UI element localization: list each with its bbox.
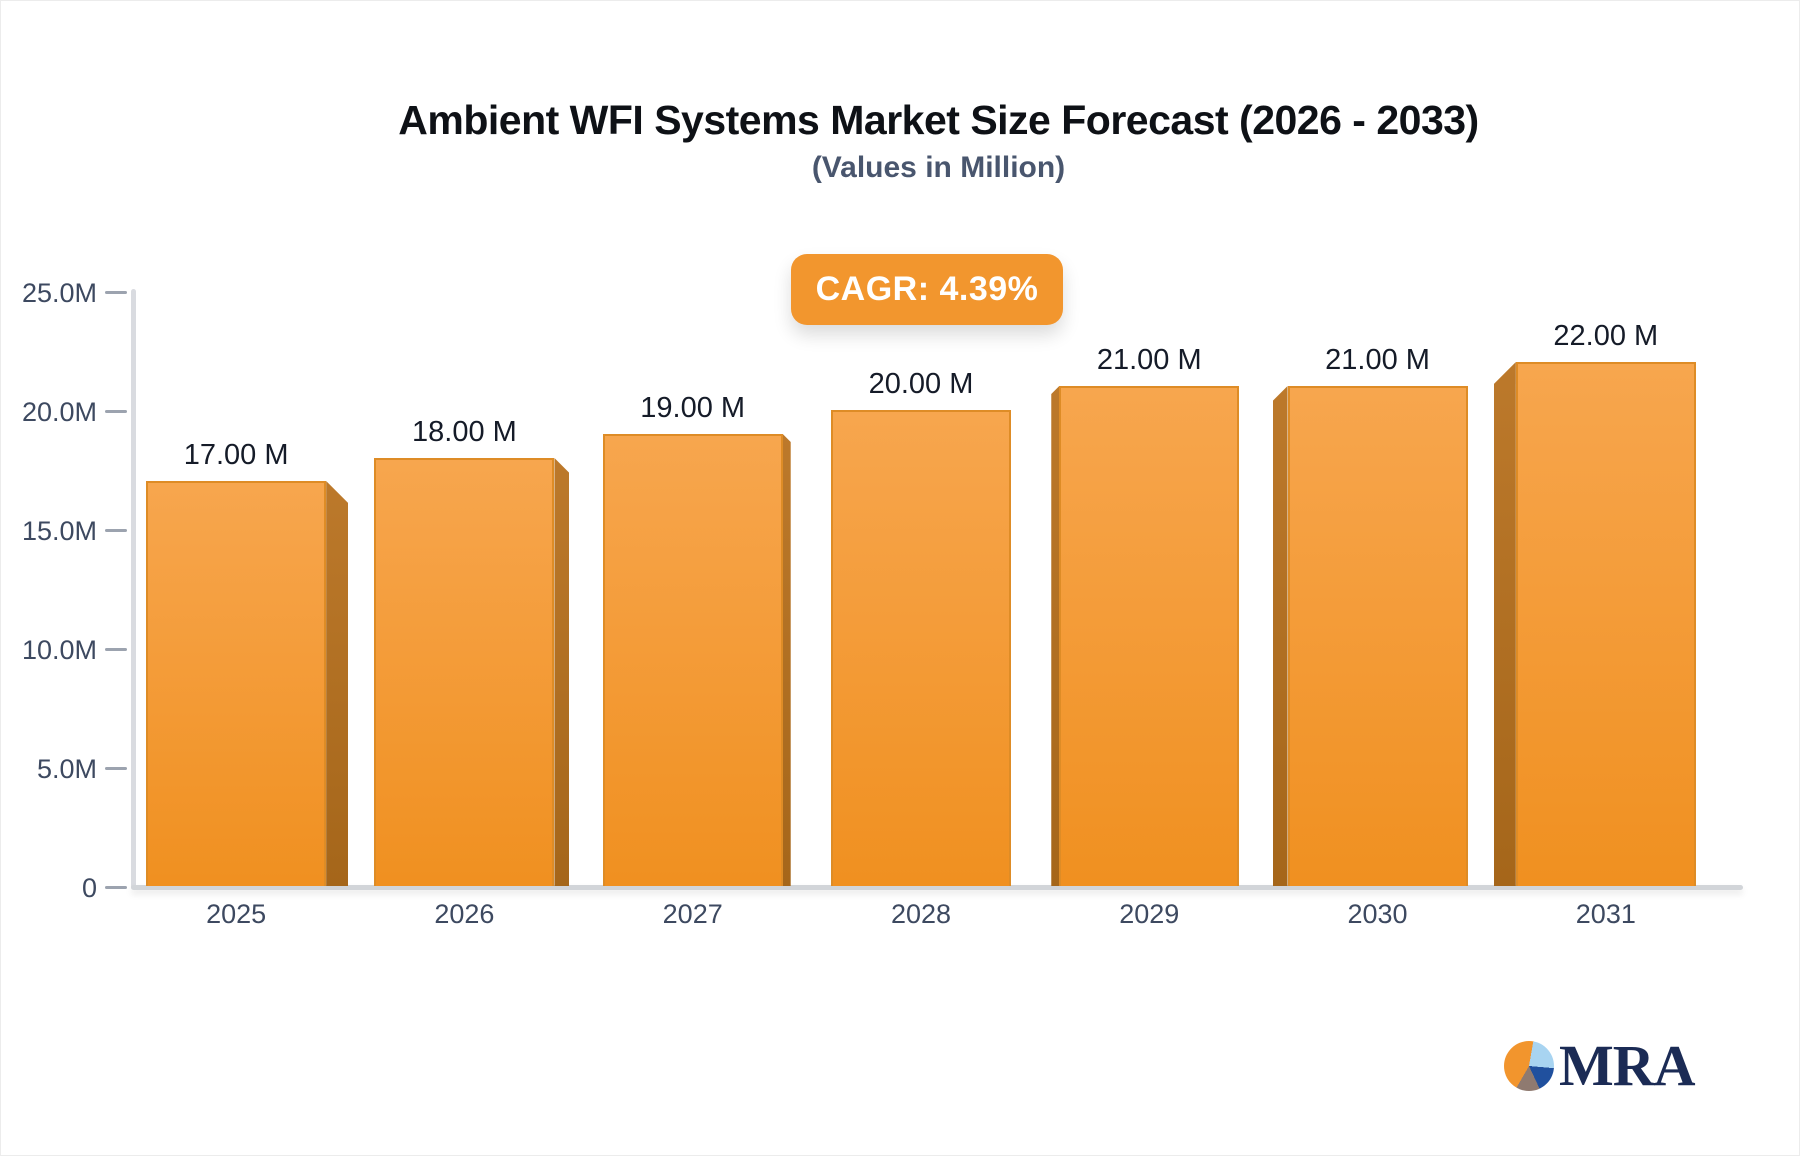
bar-2030: 21.00 M bbox=[1272, 344, 1468, 886]
bar-2025: 17.00 M bbox=[146, 439, 349, 886]
x-axis-label-2029: 2029 bbox=[1119, 899, 1180, 929]
mra-logo: MRA bbox=[1504, 1033, 1696, 1098]
x-axis-label-2027: 2027 bbox=[662, 899, 723, 929]
chart-title: Ambient WFI Systems Market Size Forecast… bbox=[398, 97, 1479, 143]
bar-slot: 17.00 M bbox=[122, 291, 350, 886]
x-axis-label-2031: 2031 bbox=[1575, 899, 1636, 929]
bar-2031: 22.00 M bbox=[1493, 320, 1696, 886]
bar-2029: 21.00 M bbox=[1051, 344, 1240, 886]
y-tick-mark bbox=[105, 648, 127, 651]
cagr-badge-label: CAGR: 4.39% bbox=[815, 270, 1039, 308]
y-tick-label: 0 bbox=[81, 873, 97, 903]
bar-front-face bbox=[602, 434, 783, 886]
bar-value-label: 18.00 M bbox=[412, 416, 517, 448]
x-axis-line bbox=[131, 885, 1743, 890]
bar-value-label: 17.00 M bbox=[183, 439, 289, 471]
bar-front-face bbox=[1287, 386, 1468, 886]
bar-series: 17.00 M 18.00 M 19.00 M 20.00 M 21.00 M 21.00… bbox=[122, 291, 1720, 886]
bar-2027: 19.00 M bbox=[602, 392, 791, 886]
bar-slot: 20.00 M bbox=[807, 291, 1035, 886]
bar-side-face bbox=[1051, 386, 1060, 886]
x-axis-label-2030: 2030 bbox=[1347, 899, 1408, 929]
bar-front-face bbox=[830, 410, 1011, 886]
chart-subtitle: (Values in Million) bbox=[811, 151, 1066, 184]
cagr-badge: CAGR: 4.39% bbox=[791, 254, 1063, 325]
mra-logo-text: MRA bbox=[1559, 1033, 1696, 1098]
bar-value-label: 19.00 M bbox=[640, 392, 746, 424]
bar-2026: 18.00 M bbox=[374, 416, 570, 886]
y-tick-mark bbox=[105, 886, 127, 889]
bar-value-label: 21.00 M bbox=[1325, 344, 1430, 376]
bar-side-face bbox=[1493, 362, 1516, 886]
bar-slot: 21.00 M bbox=[1035, 291, 1263, 886]
y-tick-label: 15.0M bbox=[21, 516, 97, 546]
bar-side-face bbox=[326, 481, 349, 886]
bar-slot: 22.00 M bbox=[1492, 291, 1720, 886]
bar-value-label: 22.00 M bbox=[1553, 320, 1659, 352]
bar-side-face bbox=[1272, 386, 1288, 886]
x-axis-label-2025: 2025 bbox=[206, 899, 267, 929]
x-axis-label-2028: 2028 bbox=[890, 899, 952, 929]
bar-side-face bbox=[554, 458, 570, 886]
bar-value-label: 20.00 M bbox=[868, 368, 974, 400]
bar-front-face bbox=[146, 481, 327, 886]
bar-front-face bbox=[1515, 362, 1696, 886]
bar-slot: 19.00 M bbox=[579, 291, 807, 886]
pie-chart-icon bbox=[1504, 1041, 1554, 1091]
y-tick-mark bbox=[105, 410, 127, 413]
y-axis-line bbox=[131, 289, 136, 889]
bar-front-face bbox=[374, 458, 555, 886]
x-axis-label-2026: 2026 bbox=[434, 899, 495, 929]
x-axis-labels: 2025 2026 2027 2028 2029 2030 2031 bbox=[122, 899, 1720, 930]
bar-slot: 18.00 M bbox=[350, 291, 578, 886]
bar-2028: 20.00 M bbox=[830, 368, 1011, 886]
y-tick-label: 20.0M bbox=[21, 397, 97, 427]
y-tick-mark bbox=[105, 291, 127, 294]
bar-side-face bbox=[782, 434, 791, 886]
y-tick-mark bbox=[105, 529, 127, 532]
y-tick-label: 5.0M bbox=[36, 754, 97, 784]
y-tick-label: 25.0M bbox=[21, 278, 97, 308]
bar-slot: 21.00 M bbox=[1263, 291, 1491, 886]
y-tick-mark bbox=[105, 767, 127, 770]
bar-value-label: 21.00 M bbox=[1096, 344, 1202, 376]
y-tick-label: 10.0M bbox=[21, 635, 97, 665]
bar-front-face bbox=[1059, 386, 1240, 886]
